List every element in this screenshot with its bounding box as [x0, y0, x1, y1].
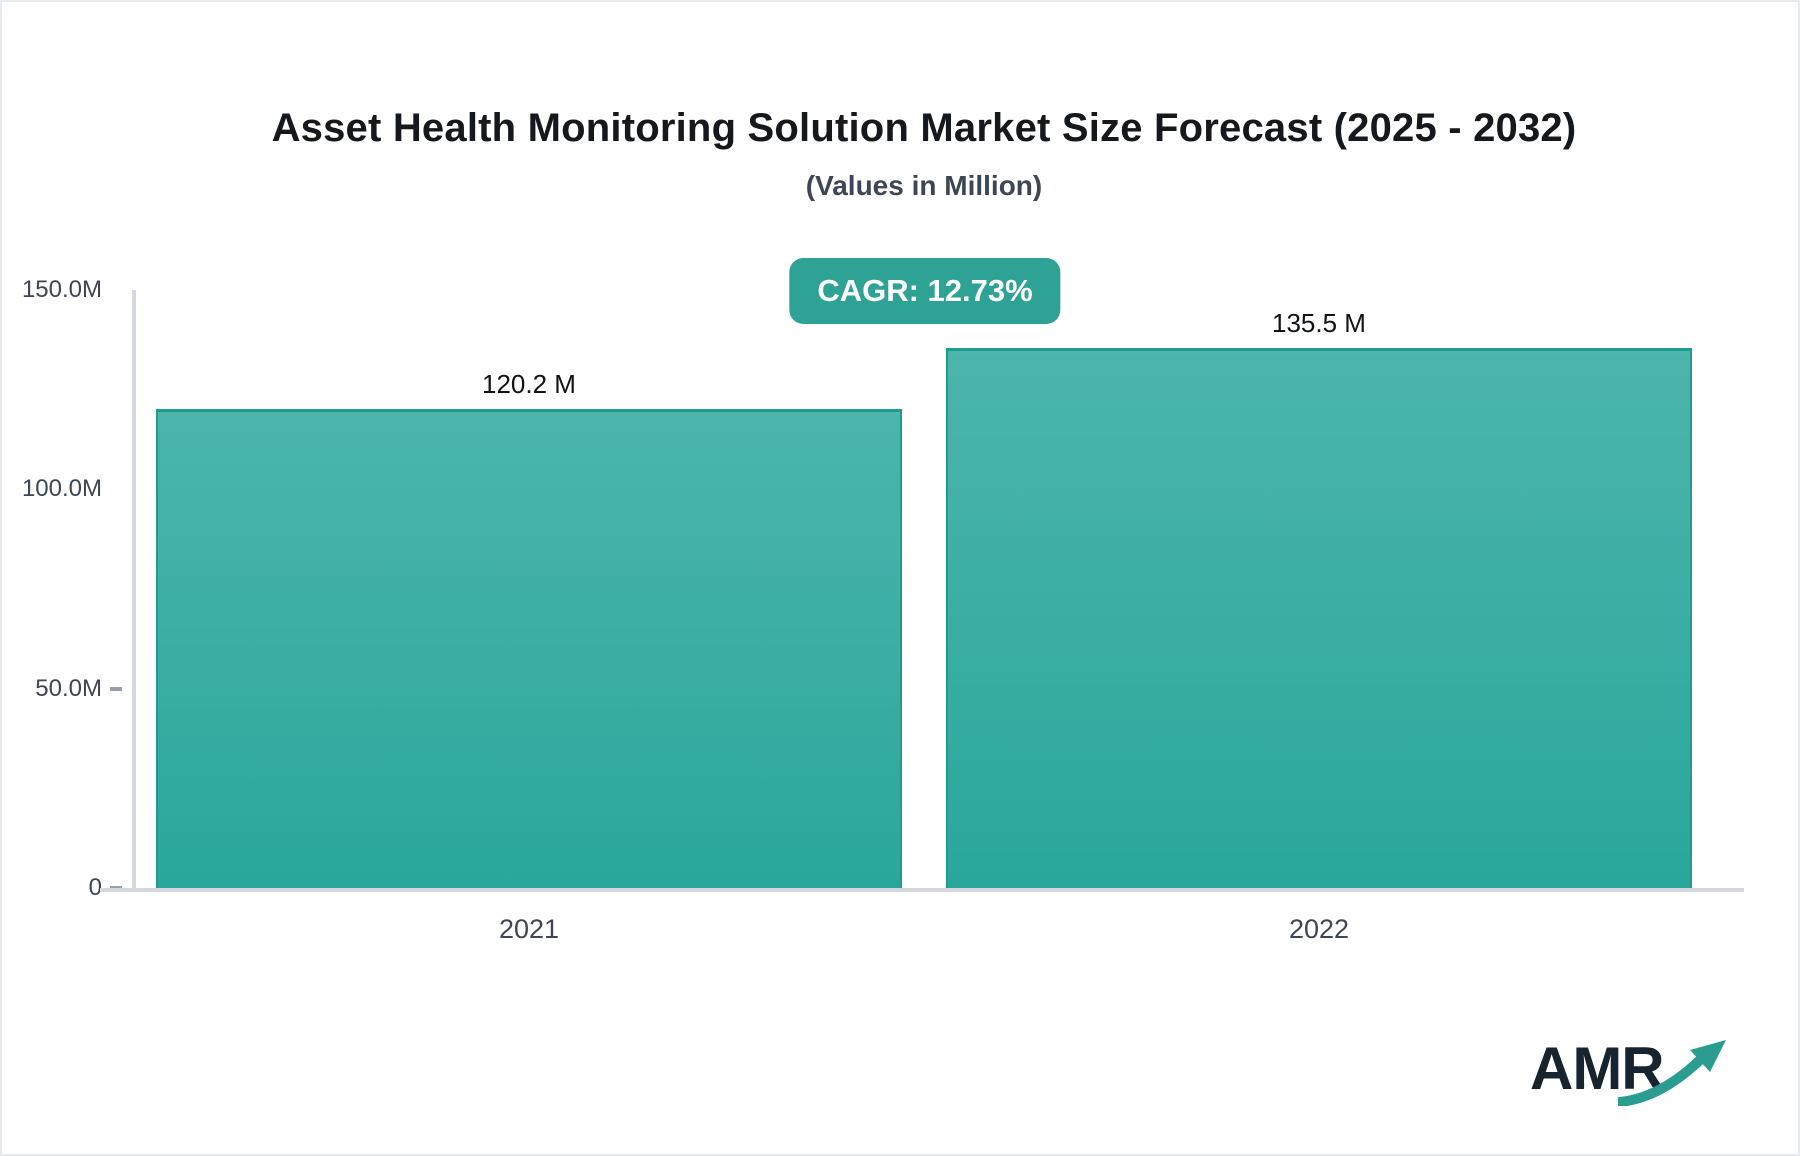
y-axis-line	[132, 290, 136, 888]
bar-value-label-2022: 135.5 M	[1272, 307, 1366, 338]
chart-title: Asset Health Monitoring Solution Market …	[271, 106, 1577, 150]
y-tick-label: 150.0M	[21, 276, 102, 303]
amr-logo-arrow-icon	[1618, 1040, 1726, 1106]
amr-logo-text: AMR	[1530, 1035, 1665, 1102]
cagr-badge-label: CAGR: 12.73%	[817, 273, 1033, 308]
y-tick-label: 100.0M	[21, 475, 102, 503]
bar-chart: 150.0M 100.0M 50.0M 0 120.2 M 135.5 M 20…	[2, 276, 1798, 944]
x-label-2021: 2021	[498, 914, 560, 944]
plot-area: 120.2 M 135.5 M	[134, 290, 1714, 888]
bar-group-2021: 120.2 M	[134, 290, 924, 888]
x-axis-labels: 2021 2022	[134, 914, 1714, 945]
cagr-badge: CAGR: 12.73%	[789, 258, 1061, 324]
chart-subtitle: (Values in Million)	[805, 170, 1043, 201]
y-tick-150m: 150.0M	[2, 276, 102, 304]
bar-group-2022: 135.5 M	[924, 290, 1714, 888]
y-tick-50m: 50.0M	[2, 674, 122, 703]
bar-2021[interactable]	[155, 408, 903, 888]
y-tick-100m: 100.0M	[2, 475, 102, 503]
amr-logo: AMR	[1530, 1034, 1730, 1114]
bar-value-label-2021: 120.2 M	[482, 368, 576, 399]
y-tick-label: 0	[88, 874, 102, 901]
x-label-2022: 2022	[1288, 914, 1350, 944]
x-axis-line	[100, 888, 1744, 892]
y-tick-label: 50.0M	[35, 674, 102, 702]
bar-2022[interactable]	[945, 347, 1693, 888]
y-tick-0: 0	[2, 874, 122, 902]
